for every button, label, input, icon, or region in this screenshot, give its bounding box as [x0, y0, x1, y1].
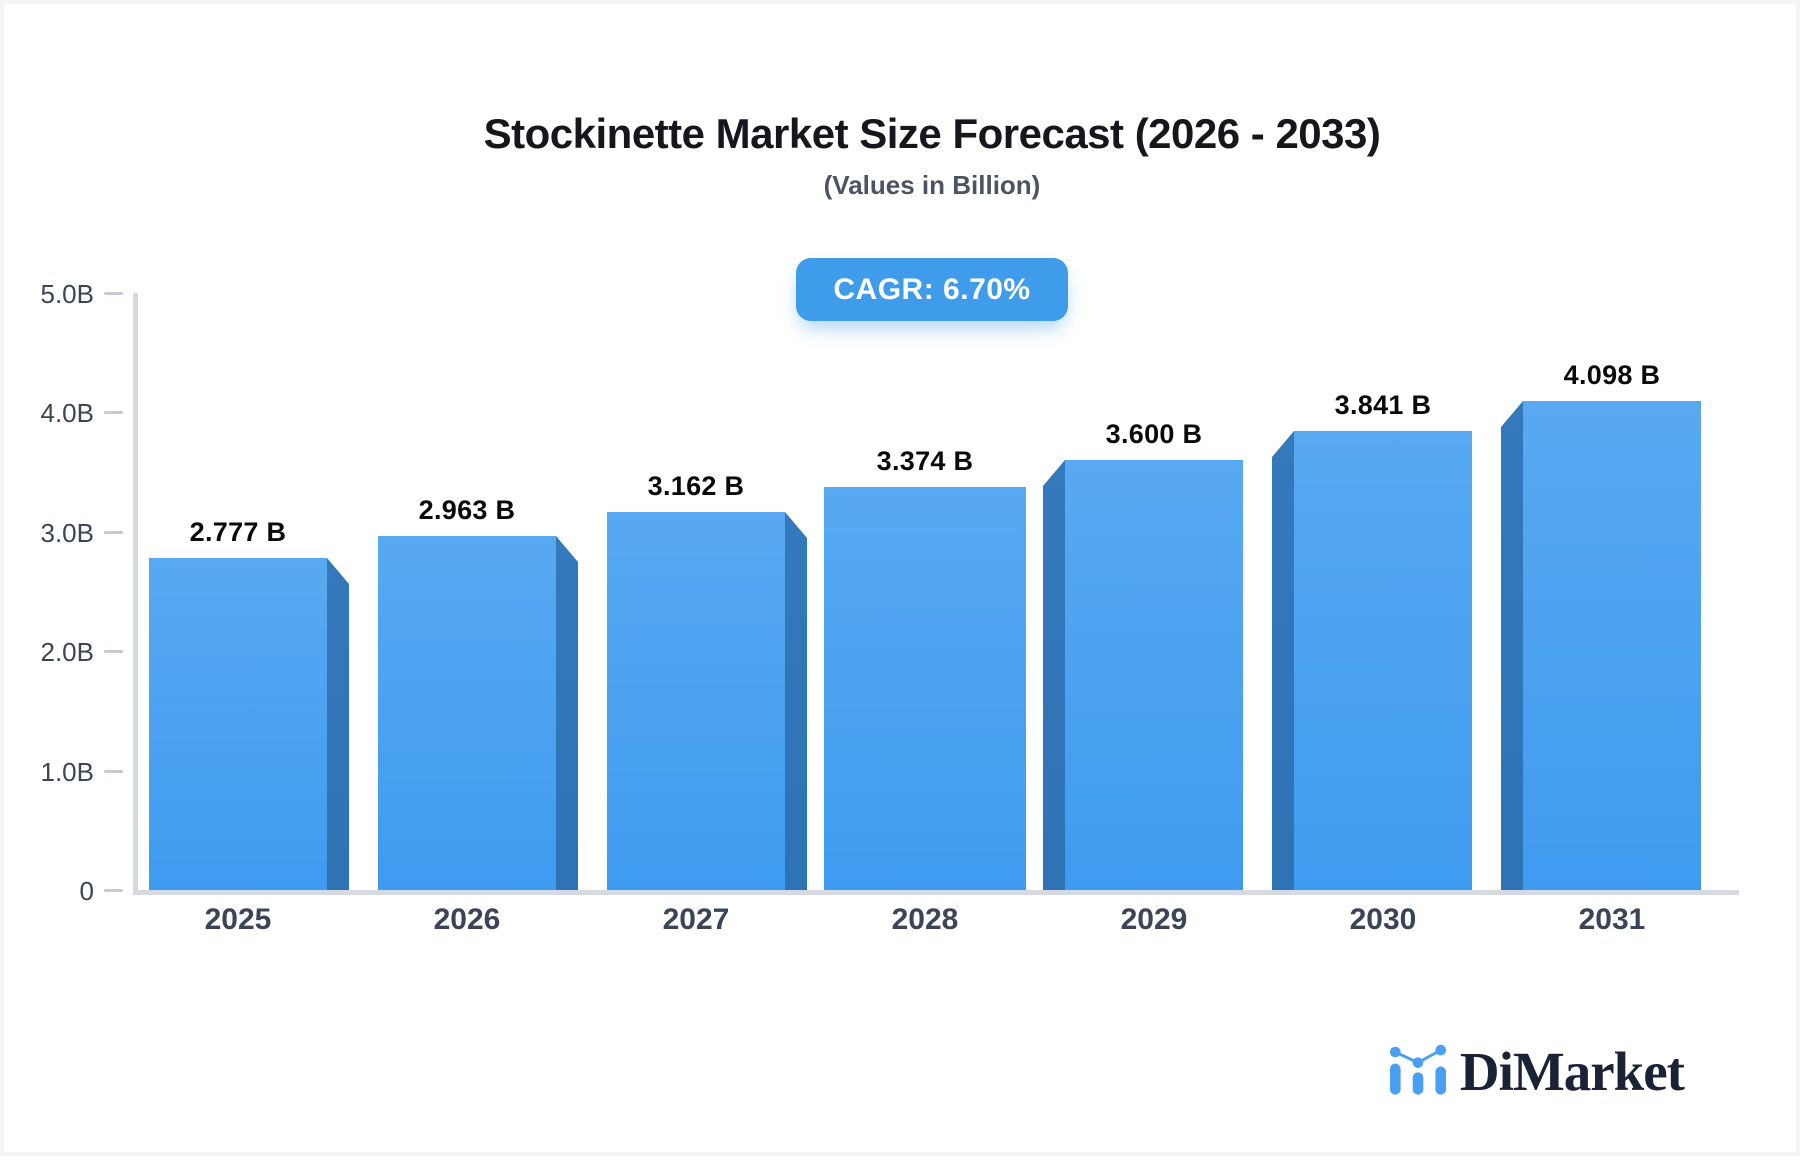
bar-value-label: 2.963 B [418, 495, 516, 525]
x-axis-category-label: 2027 [662, 903, 730, 936]
bar [149, 558, 327, 890]
cagr-badge: CAGR: 6.70% [796, 258, 1068, 321]
bar-side-face [1043, 460, 1065, 890]
bar-side-face [1501, 401, 1523, 890]
bar-value-label: 3.841 B [1334, 390, 1432, 420]
x-axis-category-label: 2029 [1120, 903, 1188, 936]
x-axis-category-label: 2030 [1349, 903, 1417, 936]
x-axis-category-label: 2026 [433, 903, 501, 936]
y-tick-label: 4.0B [40, 398, 95, 429]
bar-side-face [1272, 431, 1294, 890]
y-tick-dash [104, 650, 123, 654]
bar-line-chart-icon [1389, 1044, 1446, 1095]
bar [378, 536, 556, 890]
x-axis-line [133, 890, 1739, 895]
y-tick-label: 0 [79, 876, 94, 906]
bar [607, 512, 785, 890]
y-tick-dash [104, 769, 123, 773]
bar-side-face [785, 512, 807, 890]
brand-logo-text: DiMarket [1459, 1040, 1685, 1102]
y-tick-label: 5.0B [40, 279, 95, 309]
x-axis-category-label: 2031 [1578, 903, 1646, 936]
bar [1523, 401, 1701, 890]
chart-title: Stockinette Market Size Forecast (2026 -… [483, 110, 1381, 157]
y-tick-label: 3.0B [40, 517, 95, 548]
bar-value-label: 3.374 B [876, 446, 974, 476]
y-tick-label: 2.0B [40, 637, 95, 668]
bar-chart-plot-area: 0 1.0B 2.0B 3.0B 4.0B 5.0B 2.777 B 2025 2.963 B 2… [4, 4, 1800, 1160]
y-axis-line [133, 293, 138, 895]
bar [1294, 431, 1472, 890]
y-tick-label: 1.0B [40, 756, 95, 787]
cagr-badge-label: CAGR: 6.70% [833, 272, 1031, 306]
y-tick-dash [104, 889, 123, 892]
bar-side-face [327, 558, 349, 890]
bar-side-face [556, 536, 578, 890]
bar-value-label: 3.162 B [647, 471, 745, 501]
y-tick-dash [104, 530, 123, 534]
bar [1065, 460, 1243, 890]
y-tick-dash [104, 292, 123, 295]
bar-value-label: 2.777 B [189, 517, 287, 547]
y-tick-dash [104, 411, 123, 415]
chart-subtitle: (Values in Billion) [823, 170, 1041, 200]
bar-value-label: 4.098 B [1563, 360, 1661, 390]
bar-value-label: 3.600 B [1105, 419, 1203, 449]
x-axis-category-label: 2028 [891, 903, 959, 936]
bar [824, 487, 1026, 890]
brand-logo: DiMarket [1389, 1036, 1685, 1102]
x-axis-category-label: 2025 [204, 903, 272, 936]
